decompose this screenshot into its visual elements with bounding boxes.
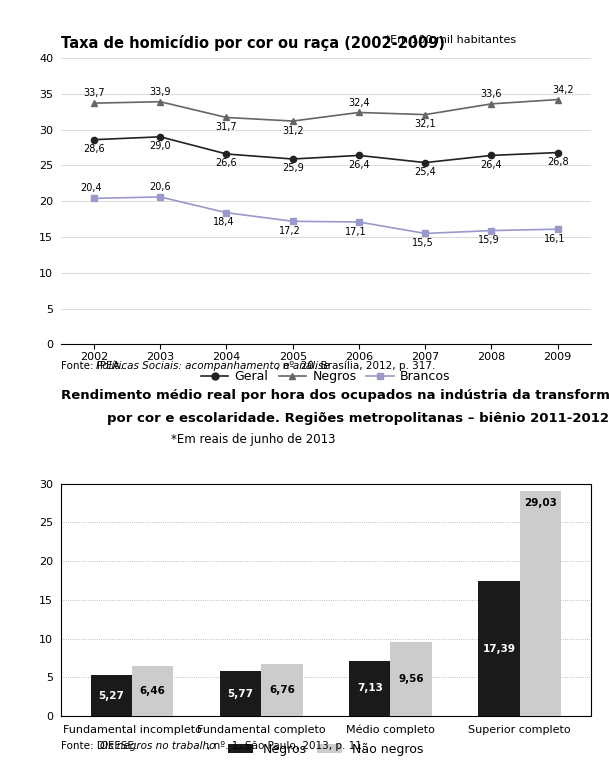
Text: 15,9: 15,9 <box>478 235 499 245</box>
Text: 26,6: 26,6 <box>216 159 238 169</box>
Text: 25,4: 25,4 <box>414 167 436 177</box>
Legend: Negros, Não negros: Negros, Não negros <box>223 738 429 761</box>
Text: 5,77: 5,77 <box>228 689 253 699</box>
Bar <box>132 666 174 716</box>
Bar <box>261 663 303 716</box>
Text: 33,9: 33,9 <box>149 87 171 97</box>
Text: Fonte: IPEA.: Fonte: IPEA. <box>61 361 126 371</box>
Text: 16,1: 16,1 <box>544 234 566 244</box>
Text: 17,1: 17,1 <box>345 227 367 237</box>
Text: , nº. 1, São Paulo, 2013, p. 11.: , nº. 1, São Paulo, 2013, p. 11. <box>207 741 365 752</box>
Text: 31,2: 31,2 <box>282 125 303 135</box>
Text: 17,39: 17,39 <box>482 644 515 654</box>
Text: 6,46: 6,46 <box>139 686 166 696</box>
Bar <box>390 642 432 716</box>
Text: 32,4: 32,4 <box>348 98 370 108</box>
Text: 7,13: 7,13 <box>357 683 382 694</box>
Text: 33,6: 33,6 <box>481 89 502 99</box>
Text: 26,8: 26,8 <box>547 157 568 167</box>
Text: por cor e escolaridade. Regiões metropolitanas – biênio 2011-2012: por cor e escolaridade. Regiões metropol… <box>107 412 608 425</box>
Text: 15,5: 15,5 <box>412 238 433 248</box>
Text: 33,7: 33,7 <box>83 88 105 98</box>
Bar <box>349 661 390 716</box>
Text: 20,6: 20,6 <box>149 182 171 192</box>
Text: 32,1: 32,1 <box>414 119 436 129</box>
Text: 28,6: 28,6 <box>83 144 105 154</box>
Text: 26,4: 26,4 <box>348 160 370 170</box>
Text: 20,4: 20,4 <box>80 183 102 194</box>
Text: 29,03: 29,03 <box>524 498 557 508</box>
Text: 17,2: 17,2 <box>279 226 301 236</box>
Text: Fonte: DIEESE.: Fonte: DIEESE. <box>61 741 141 752</box>
Text: 9,56: 9,56 <box>398 674 424 684</box>
Text: 31,7: 31,7 <box>216 122 238 132</box>
Bar <box>220 671 261 716</box>
Text: , nº. 20. Brasília, 2012, p. 317.: , nº. 20. Brasília, 2012, p. 317. <box>276 361 435 372</box>
Text: *Em 100 mil habitantes: *Em 100 mil habitantes <box>381 35 516 45</box>
Text: Rendimento médio real por hora dos ocupados na indústria da transformação: Rendimento médio real por hora dos ocupa… <box>61 389 609 402</box>
Text: 25,9: 25,9 <box>282 163 303 173</box>
Text: 6,76: 6,76 <box>269 685 295 695</box>
Bar <box>91 675 132 716</box>
Text: 34,2: 34,2 <box>552 84 574 94</box>
Legend: Geral, Negros, Brancos: Geral, Negros, Brancos <box>196 365 456 389</box>
Text: *Em reais de junho de 2013: *Em reais de junho de 2013 <box>171 433 335 447</box>
Text: 26,4: 26,4 <box>481 160 502 170</box>
Text: Taxa de homicídio por cor ou raça (2002-2009): Taxa de homicídio por cor ou raça (2002-… <box>61 35 445 51</box>
Text: Os negros no trabalho: Os negros no trabalho <box>100 741 216 752</box>
Text: 5,27: 5,27 <box>99 690 124 700</box>
Bar <box>478 581 519 716</box>
Bar <box>519 491 561 716</box>
Text: 18,4: 18,4 <box>213 217 234 228</box>
Text: 29,0: 29,0 <box>149 142 171 151</box>
Text: Políticas Sociais: acompanhamento e análise: Políticas Sociais: acompanhamento e anál… <box>96 361 330 372</box>
